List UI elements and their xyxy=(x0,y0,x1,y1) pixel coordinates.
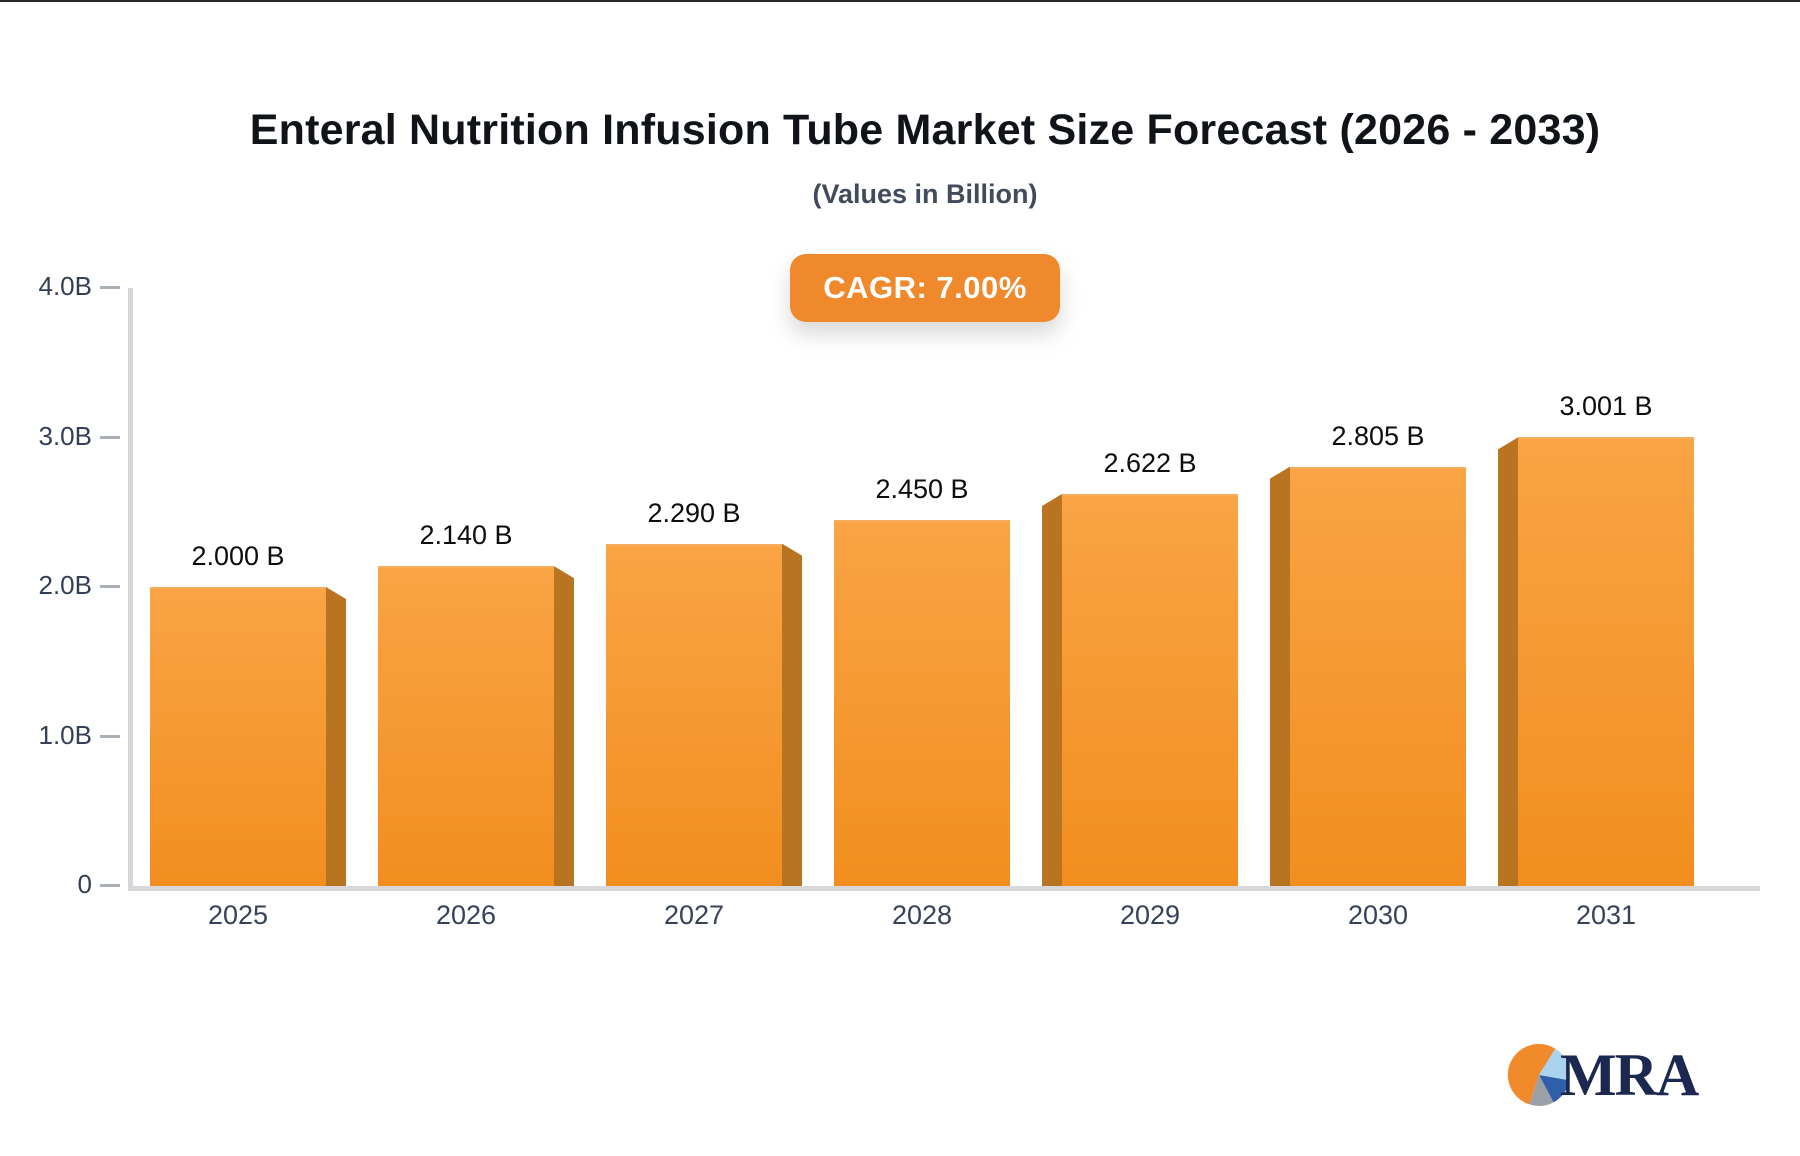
chart-title: Enteral Nutrition Infusion Tube Market S… xyxy=(249,106,1601,154)
y-tick xyxy=(100,286,120,289)
x-axis-line xyxy=(128,886,1760,891)
bar-value-label: 2.140 B xyxy=(419,520,513,551)
bar-face xyxy=(1062,494,1238,886)
y-tick xyxy=(100,435,120,439)
x-tick-label: 2025 xyxy=(207,900,269,930)
y-tick-label: 0 xyxy=(77,869,92,899)
logo-pie-slice-orange xyxy=(1507,1043,1556,1105)
y-tick xyxy=(100,734,120,738)
logo-pie-slice-darkblue xyxy=(1539,1075,1570,1103)
y-tick-label: 3.0B xyxy=(38,420,93,451)
logo-text: MRA xyxy=(1560,1042,1699,1108)
x-tick-label: 2028 xyxy=(891,900,953,930)
bar-value-label: 2.622 B xyxy=(1103,448,1197,478)
bar-side xyxy=(1042,494,1062,886)
bar-face xyxy=(150,587,326,886)
bar-value-label: 3.001 B xyxy=(1559,391,1653,422)
bar-face xyxy=(834,519,1010,886)
bar-side xyxy=(326,587,346,886)
chart-subtitle: (Values in Billion) xyxy=(812,179,1038,209)
bar-value-label: 2.290 B xyxy=(647,497,741,528)
bar-face xyxy=(378,566,554,886)
cagr-badge: CAGR: 7.00% xyxy=(790,254,1060,322)
y-tick-label: 1.0B xyxy=(38,719,93,750)
bar-side xyxy=(554,566,574,886)
x-tick-label: 2027 xyxy=(663,900,725,930)
bar-value-label: 2.450 B xyxy=(875,473,969,504)
bar-face xyxy=(1518,437,1694,886)
pie-chart-logo-icon xyxy=(1507,1043,1570,1106)
y-tick-label: 2.0B xyxy=(38,570,93,600)
chart-header: Enteral Nutrition Infusion Tube Market S… xyxy=(50,2,1800,322)
bar-side xyxy=(1498,437,1518,886)
bar-side xyxy=(782,543,802,886)
y-tick-label: 4.0B xyxy=(38,271,93,301)
bar-value-label: 2.805 B xyxy=(1331,420,1425,451)
bar-face xyxy=(1290,466,1466,886)
y-axis-line xyxy=(128,288,133,890)
bar-face xyxy=(606,543,782,886)
y-tick xyxy=(100,884,120,887)
y-tick xyxy=(100,585,120,588)
x-tick-label: 2031 xyxy=(1575,900,1637,930)
bar-value-label: 2.000 B xyxy=(191,541,285,571)
logo-pie-slice-gray xyxy=(1529,1075,1554,1106)
x-tick-label: 2030 xyxy=(1347,900,1409,930)
mra-logo: MRA xyxy=(1506,1042,1699,1108)
x-tick-label: 2026 xyxy=(435,900,497,930)
x-tick-label: 2029 xyxy=(1119,900,1181,930)
cagr-badge-label: CAGR: 7.00% xyxy=(823,270,1027,305)
logo-pie-slice-lightblue xyxy=(1539,1048,1570,1081)
bar-side xyxy=(1270,466,1290,886)
